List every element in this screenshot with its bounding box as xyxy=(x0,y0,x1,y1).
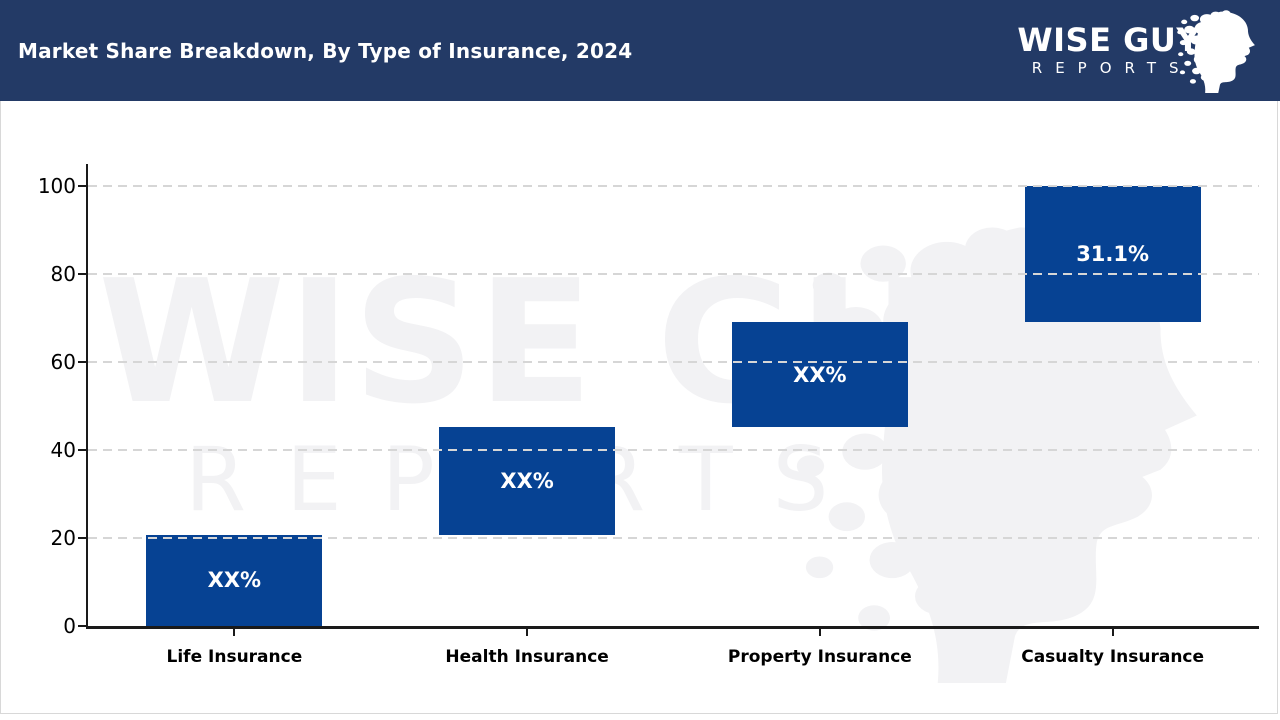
y-tick xyxy=(78,185,86,187)
figure-border xyxy=(0,101,1278,714)
gridline-40 xyxy=(88,449,1259,451)
bar-value-label: 31.1% xyxy=(1076,241,1150,266)
logo-wordmark-line1: WISE GUY xyxy=(1017,21,1200,59)
gridline-60 xyxy=(88,361,1259,363)
y-tick-label: 40 xyxy=(50,438,76,462)
category-label: Casualty Insurance xyxy=(1021,647,1205,667)
page-title: Market Share Breakdown, By Type of Insur… xyxy=(18,38,633,63)
bar-casualty-insurance: 31.1% xyxy=(1024,185,1201,323)
x-tick xyxy=(233,629,236,636)
y-tick xyxy=(78,537,86,539)
gridline-20 xyxy=(88,537,1259,539)
bar-value-label: XX% xyxy=(500,468,554,493)
y-tick xyxy=(78,449,86,451)
y-tick xyxy=(78,361,86,363)
x-tick xyxy=(818,629,821,636)
x-axis-spine xyxy=(86,626,1259,629)
wise-guy-reports-logo: WISE GUY REPORTS xyxy=(1017,9,1268,93)
bar-value-label: XX% xyxy=(793,362,847,387)
gridline-100 xyxy=(88,185,1259,187)
header-bar: Market Share Breakdown, By Type of Insur… xyxy=(0,0,1280,101)
bar-chart-plot: XX% Life Insurance XX% Health Insurance XX% P… xyxy=(0,101,1280,720)
y-tick-label: 60 xyxy=(50,350,76,374)
bar-health-insurance: XX% xyxy=(439,426,616,535)
y-axis-spine xyxy=(86,164,88,629)
gridline-80 xyxy=(88,273,1259,275)
y-tick-label: 80 xyxy=(50,262,76,286)
category-label: Health Insurance xyxy=(445,647,609,667)
y-tick xyxy=(78,625,86,627)
category-label: Life Insurance xyxy=(166,647,303,667)
logo-wordmark-line2: REPORTS xyxy=(1031,59,1192,77)
category-label: Property Insurance xyxy=(727,647,912,667)
y-tick-label: 100 xyxy=(37,174,76,198)
bar-life-insurance: XX% xyxy=(146,534,323,626)
bar-property-insurance: XX% xyxy=(731,322,908,427)
logo-wordmark: WISE GUY REPORTS xyxy=(1017,24,1200,77)
chart-canvas: WISE GUY REPORTS XX%Life InsuranceXX%Hea… xyxy=(0,101,1280,720)
y-tick-label: 20 xyxy=(50,526,76,550)
x-tick xyxy=(526,629,529,636)
y-tick-label: 0 xyxy=(63,614,76,638)
y-tick xyxy=(78,273,86,275)
x-tick xyxy=(1111,629,1114,636)
bar-value-label: XX% xyxy=(207,568,262,593)
